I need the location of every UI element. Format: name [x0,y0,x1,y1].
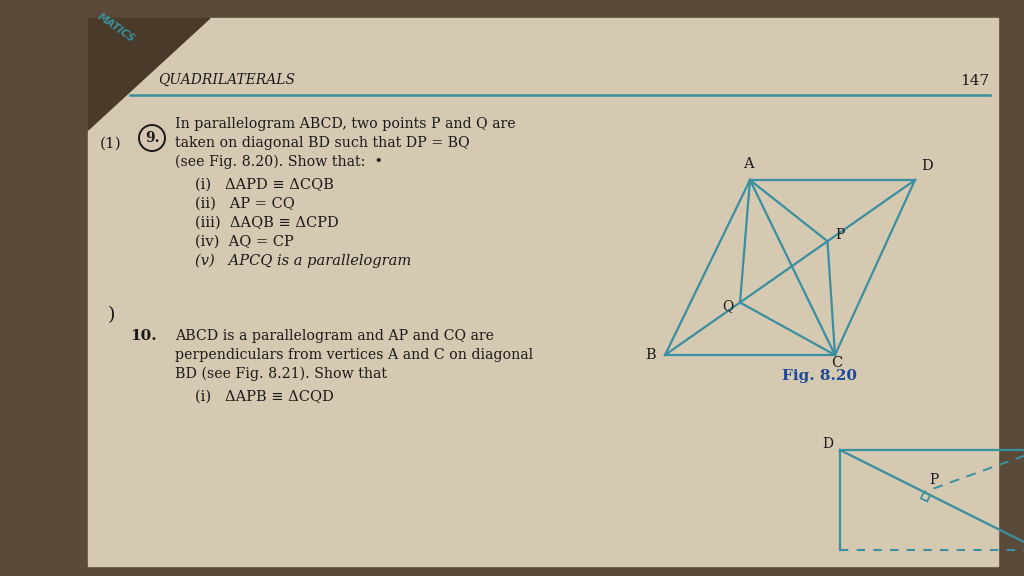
Circle shape [139,125,165,151]
Text: BD (see Fig. 8.21). Show that: BD (see Fig. 8.21). Show that [175,366,387,381]
Text: (i)   ΔAPB ≡ ΔCQD: (i) ΔAPB ≡ ΔCQD [195,390,334,404]
Text: (iii)  ΔAQB ≡ ΔCPD: (iii) ΔAQB ≡ ΔCPD [195,216,339,230]
Text: A: A [742,157,754,171]
Text: (i)   ΔAPD ≡ ΔCQB: (i) ΔAPD ≡ ΔCQB [195,178,334,192]
Text: ABCD is a parallelogram and AP and CQ are: ABCD is a parallelogram and AP and CQ ar… [175,329,494,343]
Text: D: D [922,159,933,173]
Text: In parallelogram ABCD, two points P and Q are: In parallelogram ABCD, two points P and … [175,117,516,131]
Text: perpendiculars from vertices A and C on diagonal: perpendiculars from vertices A and C on … [175,348,534,362]
Text: P: P [835,228,844,242]
Text: 9.: 9. [144,131,160,145]
Text: (v)   APCQ is a parallelogram: (v) APCQ is a parallelogram [195,253,412,268]
Text: Q: Q [722,300,733,313]
Text: (see Fig. 8.20). Show that:  •: (see Fig. 8.20). Show that: • [175,154,383,169]
Text: (iv)  AQ = CP: (iv) AQ = CP [195,235,294,249]
Bar [88,18,998,566]
Text: (ii)   AP = CQ: (ii) AP = CQ [195,197,295,211]
Text: B: B [646,348,656,362]
Text: MATICS: MATICS [96,11,137,44]
Text: QUADRILATERALS: QUADRILATERALS [158,73,295,87]
Text: 147: 147 [961,74,989,88]
Polygon shape [88,18,210,130]
Text: C: C [831,356,843,370]
Text: 10.: 10. [130,329,157,343]
Text: (1): (1) [100,137,122,151]
Text: D: D [822,437,834,451]
Text: Fig. 8.20: Fig. 8.20 [782,369,857,383]
Text: ): ) [108,306,116,324]
Text: P: P [930,473,939,487]
Text: taken on diagonal BD such that DP = BQ: taken on diagonal BD such that DP = BQ [175,136,470,150]
